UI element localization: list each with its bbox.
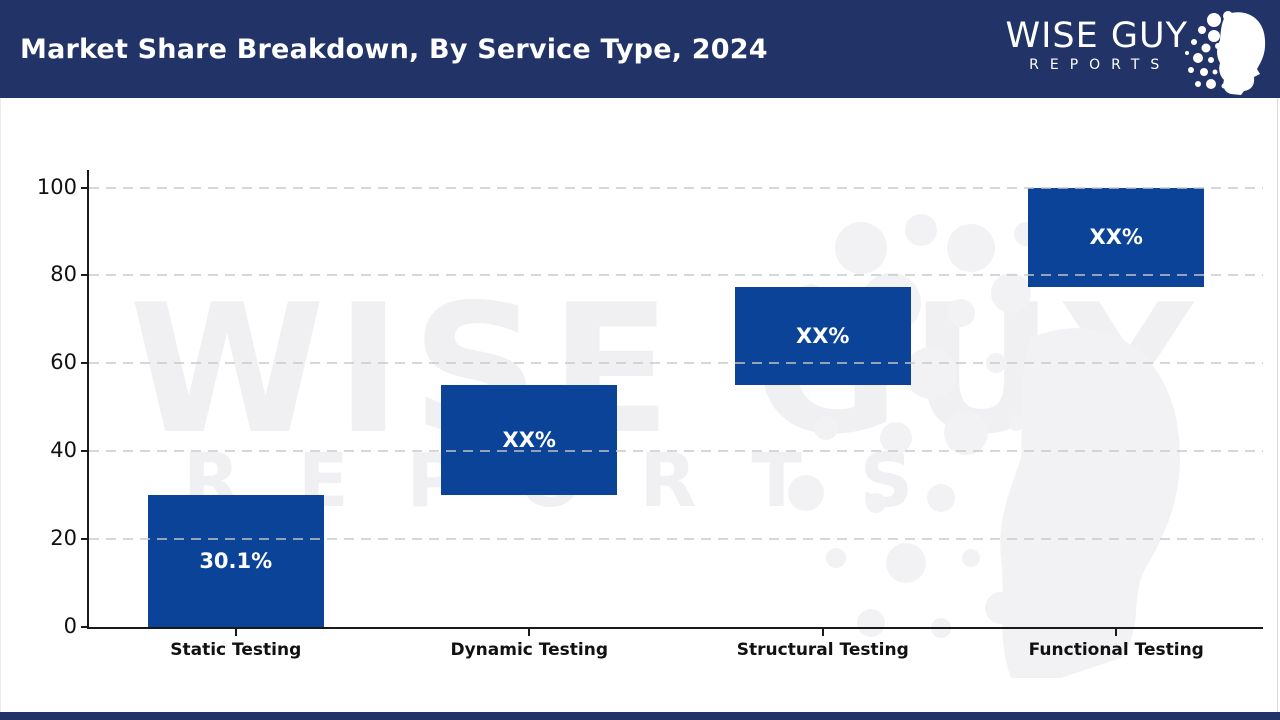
x-tick-1 xyxy=(528,629,531,636)
gridline-100 xyxy=(89,186,1263,189)
x-tick-3 xyxy=(1115,629,1118,636)
footer-bar xyxy=(0,712,1280,720)
y-tick-20 xyxy=(81,538,89,541)
y-tick-40 xyxy=(81,450,89,453)
bar-data-label: XX% xyxy=(796,323,850,348)
bar-dynamic-testing xyxy=(441,384,618,495)
bar-data-label: 30.1% xyxy=(199,548,273,573)
y-tick-80 xyxy=(81,274,89,277)
y-tick-60 xyxy=(81,362,89,365)
bar-data-label: XX% xyxy=(1089,225,1143,250)
logo-text: WISE GUY REPORTS xyxy=(1005,18,1188,73)
y-tick-label-0: 0 xyxy=(63,614,77,638)
y-tick-label-60: 60 xyxy=(50,350,77,375)
y-tick-0 xyxy=(81,626,89,628)
gridline-20 xyxy=(89,538,1263,541)
bar-functional-testing xyxy=(1028,187,1205,287)
x-tick-2 xyxy=(821,629,824,636)
chart-canvas: WISE GUY REPORTS 02040608010030.1%Static… xyxy=(0,98,1278,712)
y-tick-label-20: 20 xyxy=(50,526,77,551)
gridline-40 xyxy=(89,450,1263,453)
y-axis-line xyxy=(87,170,89,629)
logo-subtitle: REPORTS xyxy=(1029,56,1171,73)
category-label: Functional Testing xyxy=(1028,640,1204,660)
x-tick-0 xyxy=(234,629,237,636)
bar-data-label: XX% xyxy=(502,427,556,452)
logo-head-profile-icon xyxy=(1185,11,1266,96)
logo-wordmark: WISE GUY xyxy=(1005,16,1188,56)
category-label: Dynamic Testing xyxy=(450,640,609,660)
gridline-80 xyxy=(89,274,1263,277)
bar-structural-testing xyxy=(734,286,911,385)
y-tick-label-40: 40 xyxy=(50,438,77,463)
y-tick-100 xyxy=(81,186,89,189)
category-label: Static Testing xyxy=(170,640,302,660)
page-title: Market Share Breakdown, By Service Type,… xyxy=(20,33,768,65)
category-label: Structural Testing xyxy=(736,640,909,660)
y-tick-label-100: 100 xyxy=(36,174,77,199)
bar-static-testing xyxy=(147,494,324,627)
y-tick-label-80: 80 xyxy=(50,262,77,287)
wise-guy-reports-logo: WISE GUY REPORTS xyxy=(1005,6,1266,96)
header-banner: Market Share Breakdown, By Service Type,… xyxy=(0,0,1280,98)
x-axis-line xyxy=(87,627,1263,629)
gridline-60 xyxy=(89,362,1263,365)
